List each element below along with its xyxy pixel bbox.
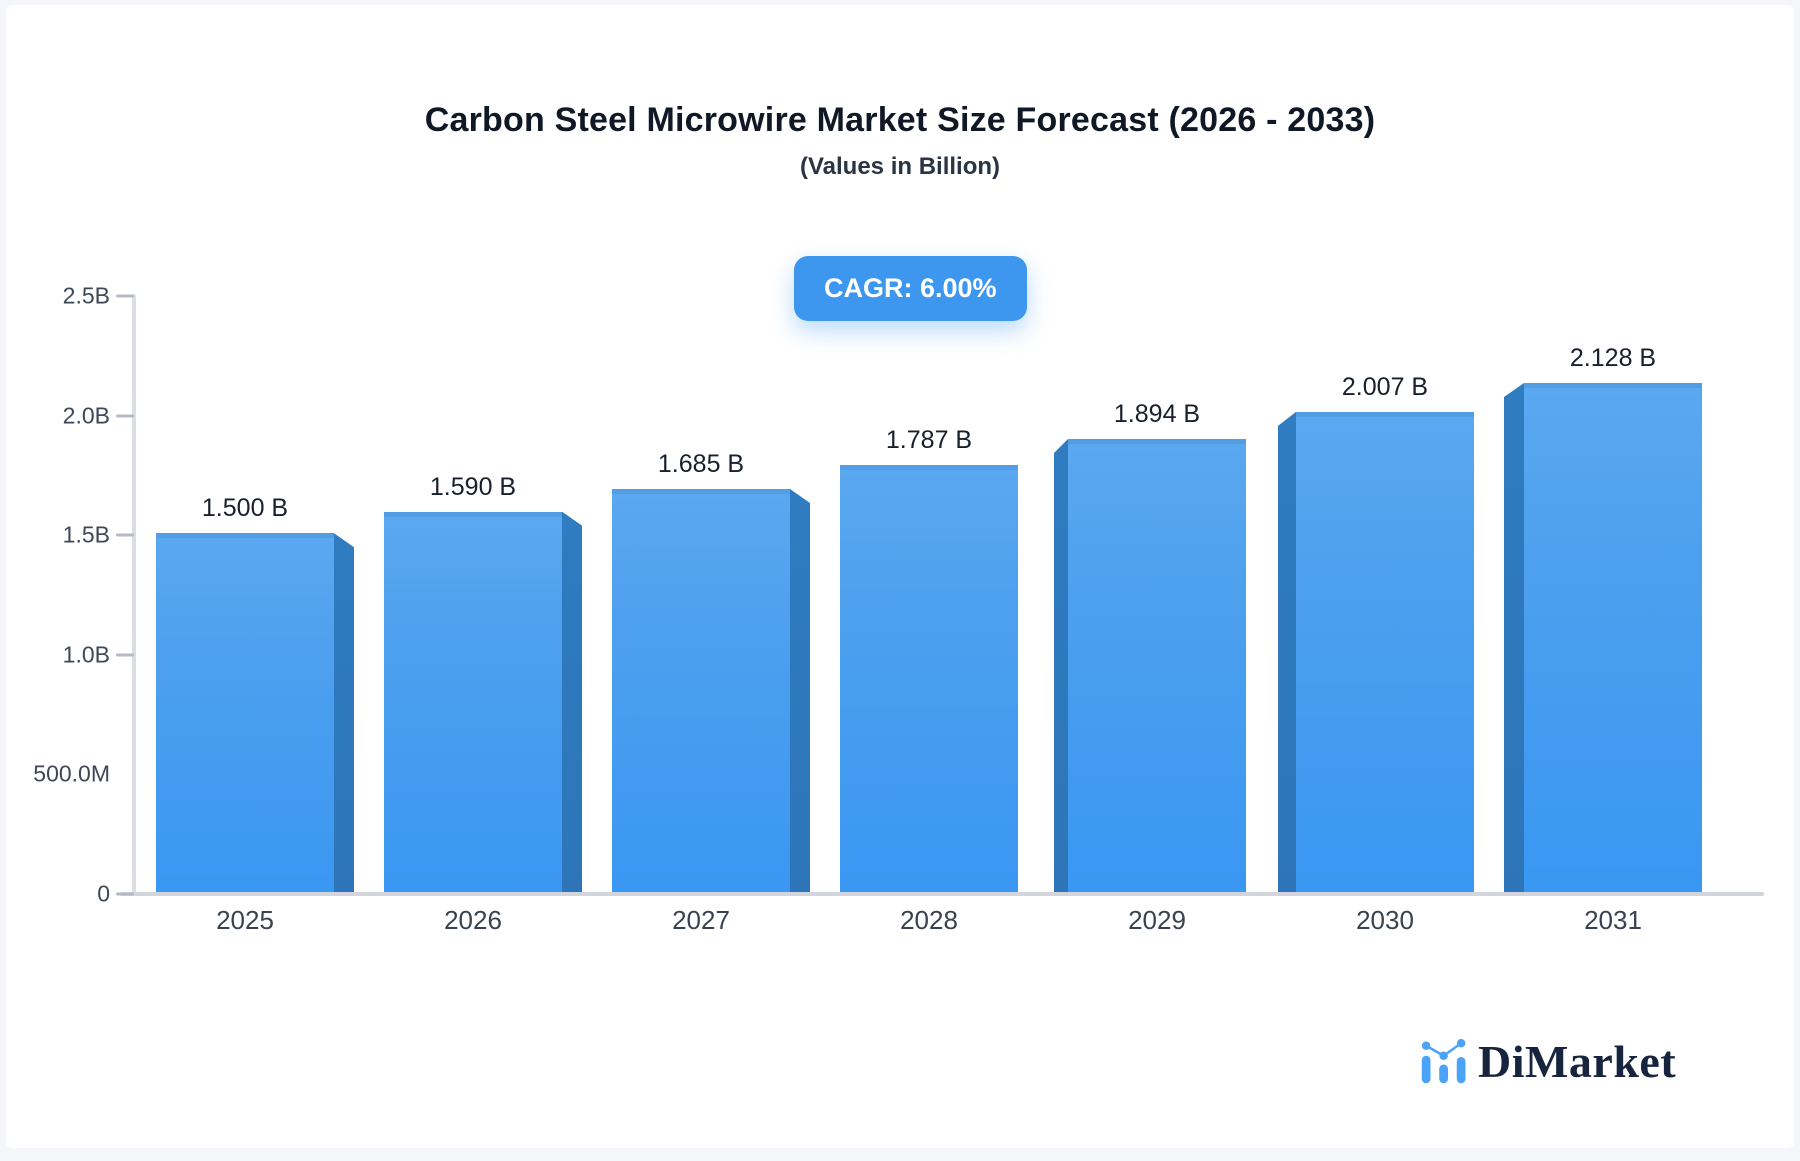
bar-3d-side: [562, 511, 582, 892]
bar: [384, 511, 562, 892]
y-tick-mark: [116, 892, 134, 896]
y-axis-line: [132, 294, 136, 896]
x-tick-label: 2025: [216, 905, 274, 935]
brand-logo-text: DiMarket: [1478, 1036, 1677, 1087]
bar-3d-side: [790, 488, 810, 892]
y-tick-label: 1.0B: [62, 641, 110, 668]
x-tick-label: 2031: [1584, 905, 1642, 935]
y-tick-label: 2.5B: [62, 282, 110, 309]
bar-3d-side: [1278, 411, 1296, 892]
bar-value-label: 1.685 B: [657, 449, 745, 478]
y-tick-mark: [116, 414, 134, 418]
y-tick-mark: [116, 533, 134, 537]
y-tick-mark: [116, 294, 134, 298]
bar: [612, 488, 790, 892]
bar-value-label: 2.007 B: [1341, 372, 1429, 401]
bar: [156, 533, 334, 892]
bar: [1524, 382, 1702, 892]
y-tick-label: 2.0B: [62, 402, 110, 429]
bar-value-label: 2.128 B: [1569, 343, 1657, 372]
y-tick-mark: [116, 653, 134, 657]
cagr-badge: CAGR: 6.00%: [794, 256, 1027, 321]
bar-3d-side: [1054, 438, 1068, 892]
x-tick-label: 2027: [672, 905, 730, 935]
brand-logo: DiMarket: [1418, 1035, 1676, 1088]
bar-3d-side: [1504, 382, 1524, 892]
bar: [840, 464, 1018, 892]
plot-area: 2.5B 2.0B 1.5B 1.0B 500.0M 0 1.500 B 2025 1.590 …: [6, 5, 1800, 1161]
chart-card: Carbon Steel Microwire Market Size Forec…: [6, 5, 1794, 1148]
bar: [1296, 411, 1474, 892]
x-tick-label: 2026: [444, 905, 502, 935]
bar-value-label: 1.894 B: [1113, 399, 1201, 428]
bar: [1068, 438, 1246, 892]
x-tick-label: 2028: [900, 905, 958, 935]
bar-value-label: 1.787 B: [885, 425, 973, 454]
y-tick-label: 0: [97, 880, 110, 907]
chart-title: Carbon Steel Microwire Market Size Forec…: [424, 101, 1376, 139]
bar-value-label: 1.590 B: [429, 472, 517, 501]
bar-value-label: 1.500 B: [201, 494, 289, 523]
x-axis-baseline: [120, 892, 1764, 896]
chart-subtitle: (Values in Billion): [799, 153, 1001, 180]
y-tick-label: 500.0M: [33, 760, 110, 787]
bar-chart-logo-icon: [1418, 1037, 1468, 1087]
y-tick-label: 1.5B: [62, 521, 110, 548]
bar-3d-side: [334, 533, 354, 892]
x-tick-label: 2030: [1356, 905, 1414, 935]
x-tick-label: 2029: [1128, 905, 1186, 935]
